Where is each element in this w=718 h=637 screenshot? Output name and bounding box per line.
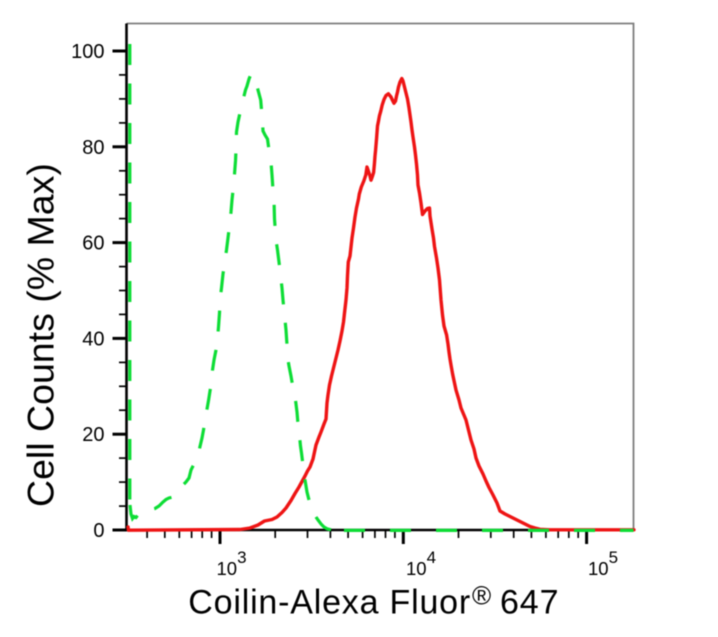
svg-text:40: 40 (82, 328, 104, 350)
svg-text:Cell Counts (% Max): Cell Counts (% Max) (20, 163, 62, 507)
svg-text:647: 647 (500, 584, 559, 622)
svg-text:0: 0 (93, 520, 104, 542)
svg-text:Coilin-Alexa Fluor: Coilin-Alexa Fluor (188, 584, 471, 622)
svg-text:20: 20 (82, 424, 104, 446)
svg-text:80: 80 (82, 137, 104, 159)
svg-text:60: 60 (82, 233, 104, 255)
svg-text:100: 100 (71, 41, 104, 63)
svg-text:®: ® (472, 580, 491, 610)
